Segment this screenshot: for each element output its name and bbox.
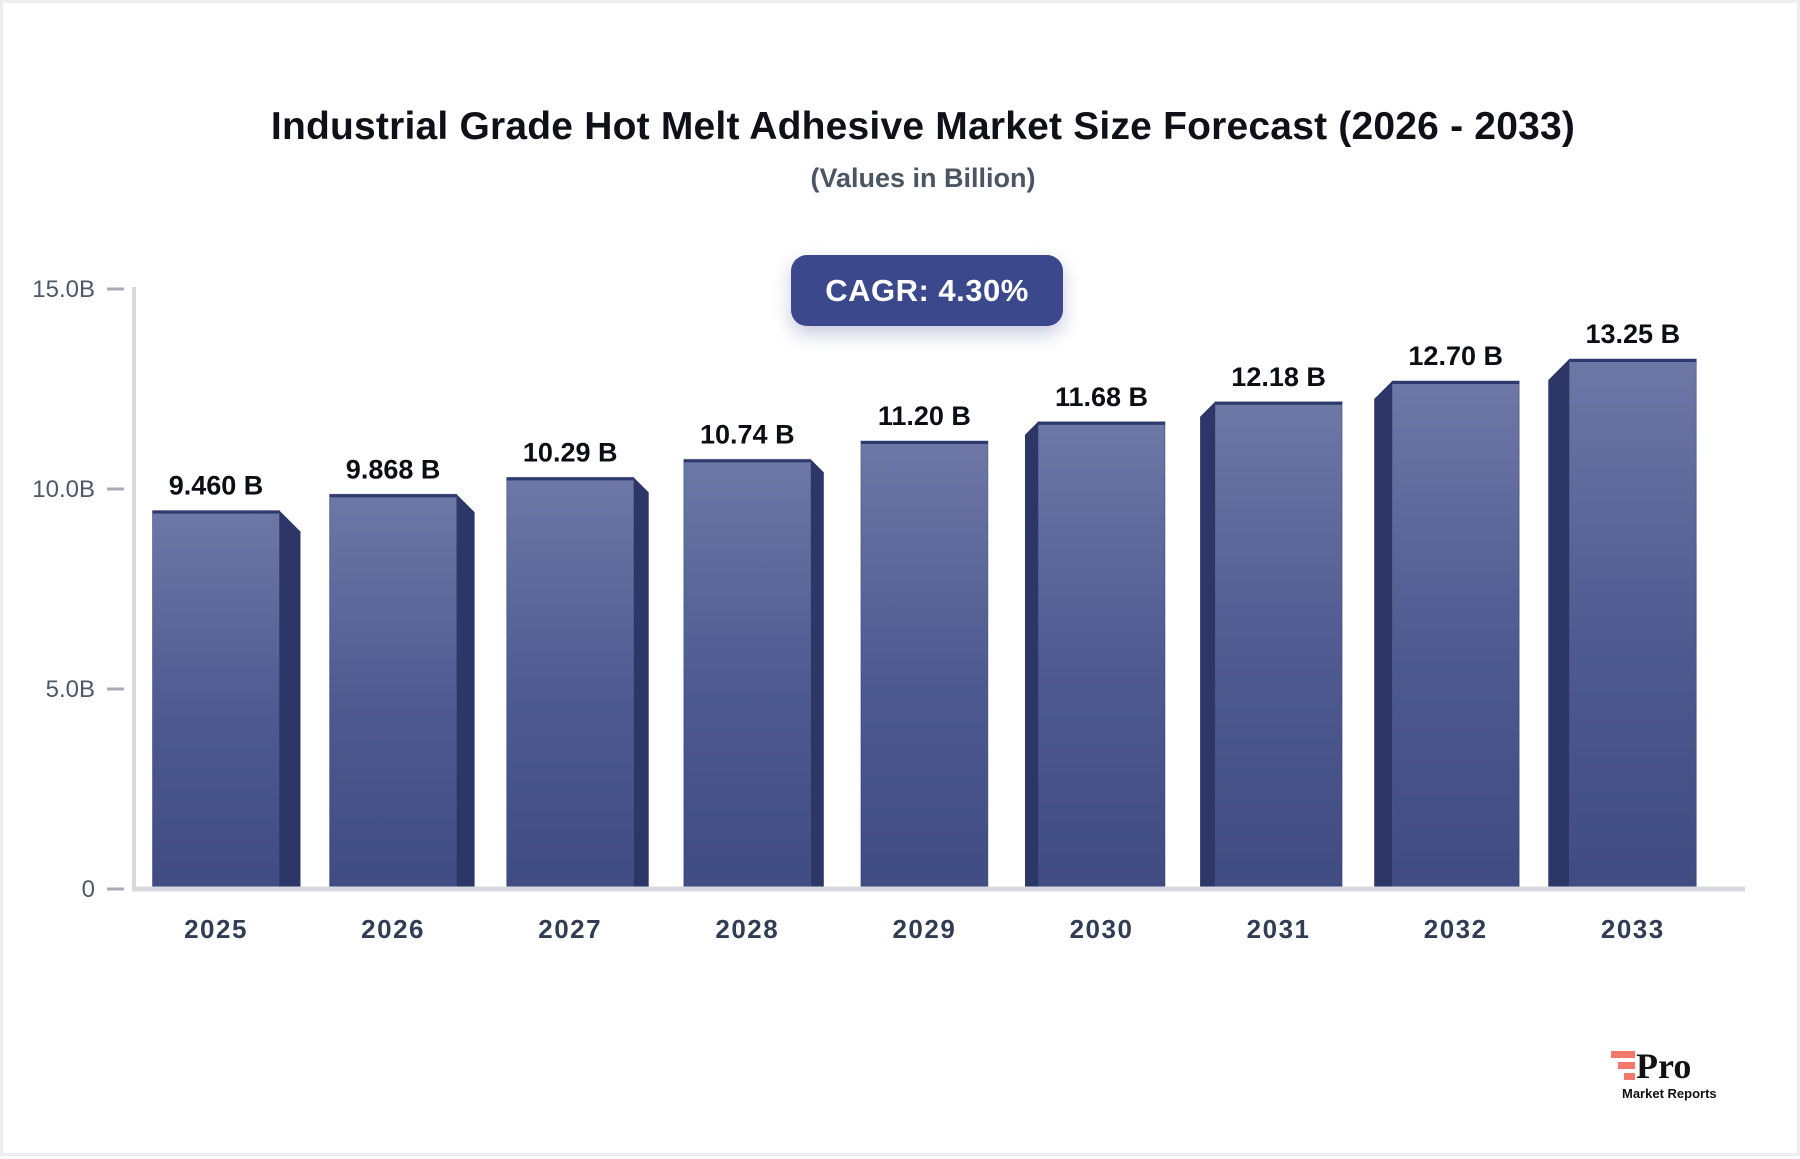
bar-front-face <box>860 440 989 890</box>
bar-side-face <box>456 494 475 889</box>
x-axis-label: 2030 <box>1070 914 1134 944</box>
x-axis-label: 2033 <box>1601 914 1665 944</box>
x-axis-label: 2028 <box>715 914 779 944</box>
bar-top-edge <box>506 477 634 481</box>
bar-2031: 12.18 B 2031 <box>1200 362 1343 944</box>
x-axis-label: 2027 <box>538 914 602 944</box>
x-axis-label: 2029 <box>892 914 956 944</box>
market-forecast-chart: 0 5.0B 10.0B 15.0B 9.460 B 2025 9.868 B 2026 10.… <box>32 276 1745 944</box>
bar-side-face <box>1374 381 1393 889</box>
bar-top-edge <box>683 459 811 463</box>
chart-title: Industrial Grade Hot Melt Adhesive Marke… <box>270 105 1576 148</box>
bar-value-label: 9.868 B <box>346 454 441 484</box>
bar-value-label: 11.68 B <box>1055 382 1148 412</box>
cagr-badge-label: CAGR: 4.30% <box>825 272 1029 308</box>
bar-value-label: 10.74 B <box>700 419 795 449</box>
bar-top-edge <box>860 441 988 444</box>
pro-market-reports-logo: Pro Market Reports <box>1611 1047 1751 1101</box>
bar-top-edge <box>1392 381 1520 384</box>
bar-value-label: 13.25 B <box>1586 319 1681 349</box>
bar-2032: 12.70 B 2032 <box>1374 341 1520 944</box>
bar-side-face <box>810 459 824 889</box>
bar-2033: 13.25 B 2033 <box>1548 319 1697 944</box>
cagr-badge: CAGR: 4.30% <box>791 255 1063 326</box>
bar-2028: 10.74 B 2028 <box>683 419 824 944</box>
y-tick-label: 15.0B <box>32 276 95 303</box>
bar-value-label: 9.460 B <box>169 471 264 501</box>
logo-wordmark: Pro <box>1636 1046 1692 1086</box>
bar-top-edge <box>329 494 457 498</box>
chart-subtitle: (Values in Billion) <box>810 163 1036 193</box>
bar-front-face <box>1391 380 1520 890</box>
bar-front-face <box>152 510 280 890</box>
bar-front-face <box>329 493 458 890</box>
bar-2027: 10.29 B 2027 <box>506 437 649 944</box>
x-axis-label: 2025 <box>184 914 248 944</box>
logo-bars-icon <box>1611 1047 1635 1083</box>
bar-front-face <box>1037 421 1166 890</box>
bar-front-face <box>1214 401 1343 890</box>
bar-value-label: 11.20 B <box>878 401 971 431</box>
x-axis-label: 2032 <box>1424 914 1488 944</box>
x-axis-label: 2026 <box>361 914 425 944</box>
bar-top-edge <box>1038 421 1165 425</box>
bar-top-edge <box>1215 401 1343 405</box>
y-tick-label: 5.0B <box>46 676 95 703</box>
bar-side-face <box>279 510 301 889</box>
bar-front-face <box>683 458 812 890</box>
x-axis-label: 2031 <box>1247 914 1311 944</box>
bar-top-edge <box>152 510 280 514</box>
bar-top-edge <box>1569 359 1697 362</box>
bar-value-label: 10.29 B <box>523 437 618 467</box>
y-tick-label: 0 <box>82 876 95 903</box>
bar-2030: 11.68 B 2030 <box>1025 382 1166 944</box>
bar-front-face <box>1568 358 1697 890</box>
bar-2029: 11.20 B 2029 <box>860 401 989 944</box>
logo-tagline: Market Reports <box>1622 1086 1717 1101</box>
bar-value-label: 12.70 B <box>1408 341 1503 371</box>
bar-side-face <box>633 477 649 889</box>
bar-front-face <box>506 476 635 890</box>
bar-side-face <box>1025 421 1038 889</box>
bar-value-label: 12.18 B <box>1231 362 1326 392</box>
bar-2026: 9.868 B 2026 <box>329 454 475 944</box>
bar-side-face <box>1548 359 1570 889</box>
bar-2025: 9.460 B 2025 <box>152 471 301 944</box>
bar-side-face <box>1200 401 1216 889</box>
y-tick-label: 10.0B <box>32 476 95 503</box>
